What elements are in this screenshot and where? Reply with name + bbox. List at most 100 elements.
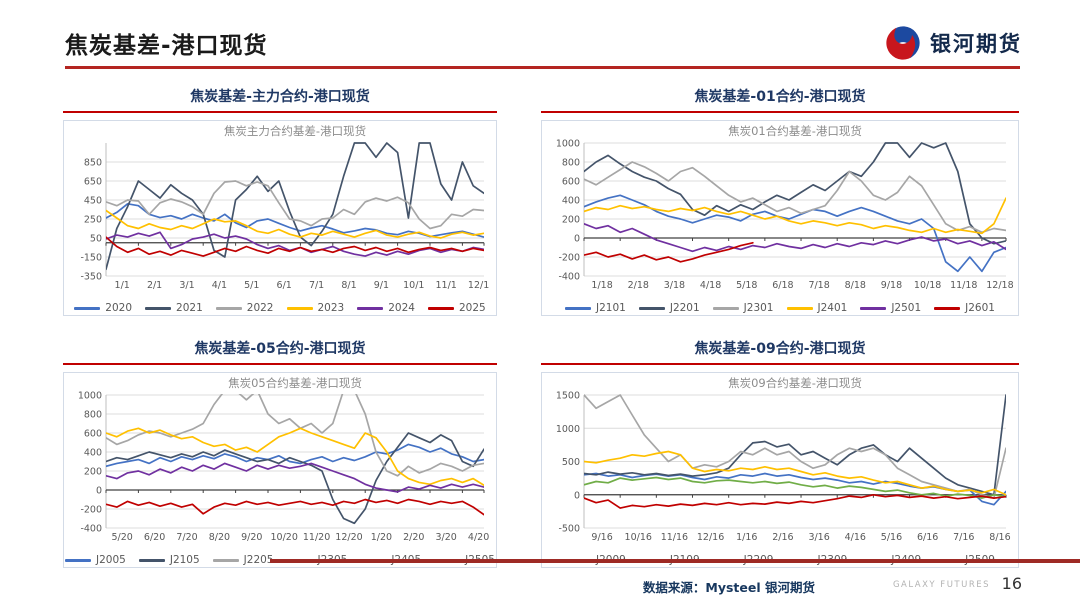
legend-swatch [565, 306, 592, 310]
svg-text:800: 800 [562, 158, 580, 169]
legend-label: 2025 [458, 302, 486, 314]
chart-05-contract: 1000 800 600 400 200 0 -200 -400 5/20 6/20 7/20 8/2… [66, 376, 494, 548]
svg-text:4/16: 4/16 [845, 532, 866, 543]
svg-text:0: 0 [96, 486, 102, 497]
svg-text:12/18: 12/18 [986, 280, 1013, 291]
page-number: 16 [1001, 574, 1022, 593]
legend-label: 2023 [317, 302, 345, 314]
panel-05-contract: 焦炭基差-05合约-港口现货 1000 800 600 400 200 0 -200 -400… [63, 338, 497, 568]
panel-main-contract: 焦炭基差-主力合约-港口现货 850 650 450 250 50 -150 -350 1/1… [63, 86, 497, 316]
svg-text:3/18: 3/18 [664, 280, 685, 291]
legend-label: J2101 [596, 302, 626, 314]
legend-item-J2301: J2301 [712, 302, 774, 314]
svg-text:8/16: 8/16 [989, 532, 1010, 543]
svg-text:焦炭01合约基差-港口现货: 焦炭01合约基差-港口现货 [728, 124, 862, 138]
svg-text:焦炭09合约基差-港口现货: 焦炭09合约基差-港口现货 [728, 376, 862, 390]
legend-label: J2005 [96, 554, 126, 566]
svg-text:-350: -350 [80, 272, 102, 283]
svg-text:650: 650 [84, 177, 102, 188]
panel-header: 焦炭基差-09合约-港口现货 [541, 338, 1019, 365]
svg-text:7/18: 7/18 [808, 280, 829, 291]
legend-item-2025: 2025 [427, 302, 486, 314]
svg-text:12/20: 12/20 [335, 532, 362, 543]
svg-text:850: 850 [84, 158, 102, 169]
legend-item-J2201: J2201 [638, 302, 700, 314]
svg-text:11/16: 11/16 [661, 532, 688, 543]
legend-label: J2401 [817, 302, 848, 314]
panel-header: 焦炭基差-01合约-港口现货 [541, 86, 1019, 113]
svg-text:1/18: 1/18 [591, 280, 612, 291]
svg-text:-200: -200 [80, 505, 102, 516]
chart-card: 1500 1000 500 0 -500 9/16 10/16 11/16 12/16 1/16 2… [541, 372, 1019, 568]
chart-main-contract: 850 650 450 250 50 -150 -350 1/1 2/1 3/1 4/1 5/1 6/1… [66, 124, 494, 296]
svg-text:600: 600 [562, 177, 580, 188]
svg-text:1000: 1000 [556, 139, 580, 150]
legend-item-J2601: J2601 [934, 302, 995, 314]
legend-item-J2205: J2205 [212, 554, 274, 566]
legend-swatch [860, 306, 887, 310]
legend-label: J2501 [891, 302, 922, 314]
chart-01-contract: 1000 800 600 400 200 0 -200 -400 1/18 2/18 3/18 4/1… [544, 124, 1016, 296]
svg-text:1/1: 1/1 [115, 280, 130, 291]
svg-text:400: 400 [562, 196, 580, 207]
legend-swatch [215, 306, 242, 310]
legend-item-J2101: J2101 [565, 302, 626, 314]
svg-text:10/18: 10/18 [914, 280, 941, 291]
svg-text:3/16: 3/16 [808, 532, 829, 543]
svg-text:200: 200 [84, 467, 102, 478]
legend-swatch [65, 558, 92, 562]
svg-text:6/18: 6/18 [772, 280, 793, 291]
svg-text:12/16: 12/16 [697, 532, 724, 543]
svg-text:4/18: 4/18 [700, 280, 721, 291]
legend-swatch [357, 306, 384, 310]
galaxy-swirl-icon [886, 26, 920, 60]
legend-item-J2501: J2501 [860, 302, 921, 314]
svg-text:-500: -500 [558, 524, 580, 535]
svg-text:焦炭05合约基差-港口现货: 焦炭05合约基差-港口现货 [228, 376, 362, 390]
legend-swatch [286, 306, 313, 310]
svg-text:8/1: 8/1 [341, 280, 356, 291]
legend-item-J2401: J2401 [786, 302, 848, 314]
legend-swatch [138, 558, 165, 562]
svg-text:450: 450 [84, 196, 102, 207]
svg-text:9/18: 9/18 [881, 280, 902, 291]
chart-legend: 2020 2021 2022 2023 2024 2025 [66, 296, 494, 320]
svg-text:0: 0 [574, 490, 580, 501]
svg-text:1/20: 1/20 [371, 532, 392, 543]
svg-text:-400: -400 [80, 524, 102, 535]
svg-text:1/16: 1/16 [736, 532, 757, 543]
data-source-label: 数据来源：Mysteel 银河期货 [642, 580, 815, 595]
svg-text:50: 50 [90, 234, 102, 245]
svg-text:6/1: 6/1 [277, 280, 292, 291]
svg-text:9/20: 9/20 [241, 532, 262, 543]
footer-accent-bar [270, 559, 1080, 563]
svg-text:6/16: 6/16 [917, 532, 938, 543]
legend-label: J2601 [965, 302, 995, 314]
legend-label: 2020 [105, 302, 133, 314]
legend-item-J2105: J2105 [138, 554, 200, 566]
svg-text:7/1: 7/1 [309, 280, 324, 291]
legend-label: 2021 [176, 302, 203, 314]
svg-text:-200: -200 [558, 253, 580, 264]
legend-item-2023: 2023 [286, 302, 345, 314]
panel-header: 焦炭基差-主力合约-港口现货 [63, 86, 497, 113]
svg-text:1500: 1500 [556, 391, 580, 402]
title-underline [65, 66, 1020, 69]
svg-text:5/16: 5/16 [881, 532, 902, 543]
legend-item-2024: 2024 [357, 302, 415, 314]
footer: 数据来源：Mysteel 银河期货 GALAXY FUTURES 16 [0, 574, 1080, 600]
svg-text:5/1: 5/1 [244, 280, 259, 291]
svg-text:200: 200 [562, 215, 580, 226]
legend-swatch [712, 306, 739, 310]
chart-card: 1000 800 600 400 200 0 -200 -400 1/18 2/18 3/18 4/1… [541, 120, 1019, 316]
chart-card: 1000 800 600 400 200 0 -200 -400 5/20 6/20 7/20 8/2… [63, 372, 497, 568]
svg-text:7/20: 7/20 [176, 532, 197, 543]
legend-item-J2005: J2005 [65, 554, 126, 566]
legend-label: J2205 [243, 554, 274, 566]
svg-text:5/20: 5/20 [112, 532, 133, 543]
svg-text:4/20: 4/20 [468, 532, 489, 543]
legend-swatch [786, 306, 813, 310]
svg-text:-400: -400 [558, 272, 580, 283]
legend-swatch [74, 306, 101, 310]
